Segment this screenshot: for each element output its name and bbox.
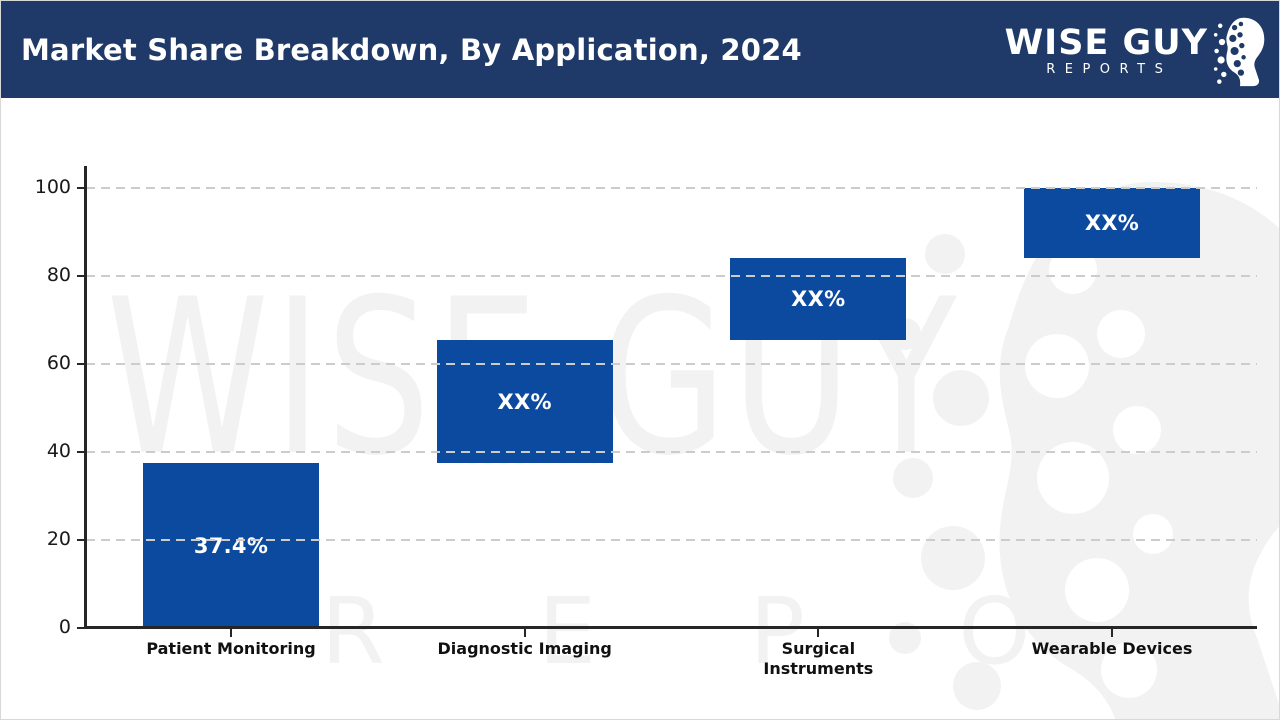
gridline-60 [86, 363, 1257, 365]
x-tick-surgical-instruments [817, 629, 820, 637]
y-tick-0 [77, 627, 84, 629]
x-axis [84, 626, 1257, 629]
gridline-80 [86, 275, 1257, 277]
y-axis [84, 166, 87, 628]
y-tick-20 [77, 539, 84, 541]
bar-surgical-instruments: XX% [730, 258, 907, 340]
y-tick-label-80: 80 [46, 264, 71, 286]
gridline-100 [86, 187, 1257, 189]
bar-value-label: XX% [497, 389, 552, 414]
y-tick-60 [77, 363, 84, 365]
x-label-surgical-instruments: Surgical Instruments [763, 639, 874, 678]
bar-value-label: 37.4% [193, 533, 269, 558]
x-label-diagnostic-imaging: Diagnostic Imaging [437, 639, 612, 658]
logo-wordmark: WISE GUY REPORTS [1005, 25, 1208, 77]
wiseguy-head-icon [1213, 17, 1265, 87]
y-tick-label-40: 40 [46, 440, 71, 462]
page-title: Market Share Breakdown, By Application, … [21, 32, 802, 67]
waterfall-chart: WISE GUY R E P O R T S [1, 98, 1279, 719]
logo-line1: WISE GUY [1004, 23, 1208, 64]
bar-value-label: XX% [1084, 211, 1140, 236]
header: Market Share Breakdown, By Application, … [1, 1, 1279, 98]
x-label-patient-monitoring: Patient Monitoring [146, 639, 316, 658]
y-tick-100 [77, 187, 84, 189]
x-tick-patient-monitoring [230, 629, 232, 637]
x-tick-wearable-devices [1111, 629, 1113, 637]
bar-diagnostic-imaging: XX% [436, 339, 613, 464]
y-tick-80 [77, 275, 84, 277]
y-tick-label-60: 60 [46, 352, 71, 374]
bar-value-label: XX% [791, 287, 846, 312]
y-tick-label-100: 100 [34, 176, 71, 198]
gridline-20 [86, 539, 1257, 541]
bar-patient-monitoring: 37.4% [143, 463, 319, 628]
y-tick-label-20: 20 [46, 528, 71, 550]
y-tick-40 [77, 451, 84, 453]
gridline-40 [86, 451, 1257, 453]
bar-wearable-devices: XX% [1024, 188, 1200, 259]
x-label-wearable-devices: Wearable Devices [1031, 639, 1193, 658]
x-tick-diagnostic-imaging [523, 629, 526, 637]
y-tick-label-0: 0 [58, 616, 71, 638]
logo-line2: REPORTS [1046, 61, 1173, 77]
wiseguy-logo: WISE GUY REPORTS [1005, 11, 1267, 91]
